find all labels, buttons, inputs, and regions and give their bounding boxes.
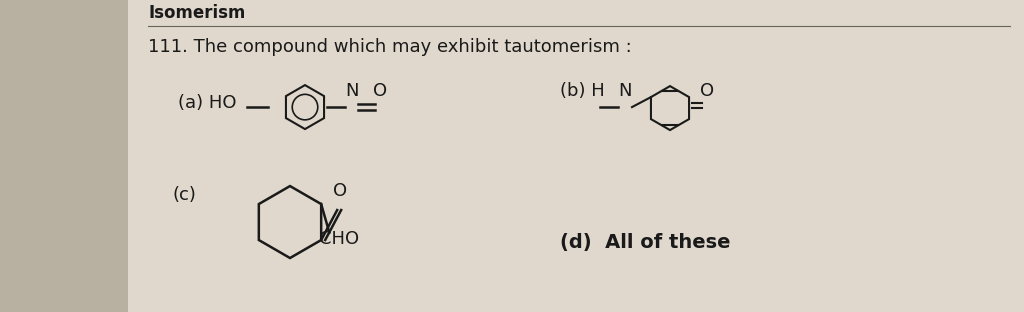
Text: N: N [345, 82, 358, 100]
Text: (d)  All of these: (d) All of these [560, 233, 730, 252]
Text: N: N [618, 82, 632, 100]
Text: Isomerism: Isomerism [148, 4, 246, 22]
Text: 111. The compound which may exhibit tautomerism :: 111. The compound which may exhibit taut… [148, 38, 632, 56]
Text: (b) H: (b) H [560, 82, 605, 100]
Text: O: O [333, 182, 347, 200]
Text: (a) HO: (a) HO [178, 94, 237, 112]
Text: CHO: CHO [319, 230, 359, 248]
Bar [128, 0, 1024, 312]
Text: O: O [700, 82, 714, 100]
Text: O: O [373, 82, 387, 100]
Text: (c): (c) [172, 186, 196, 204]
